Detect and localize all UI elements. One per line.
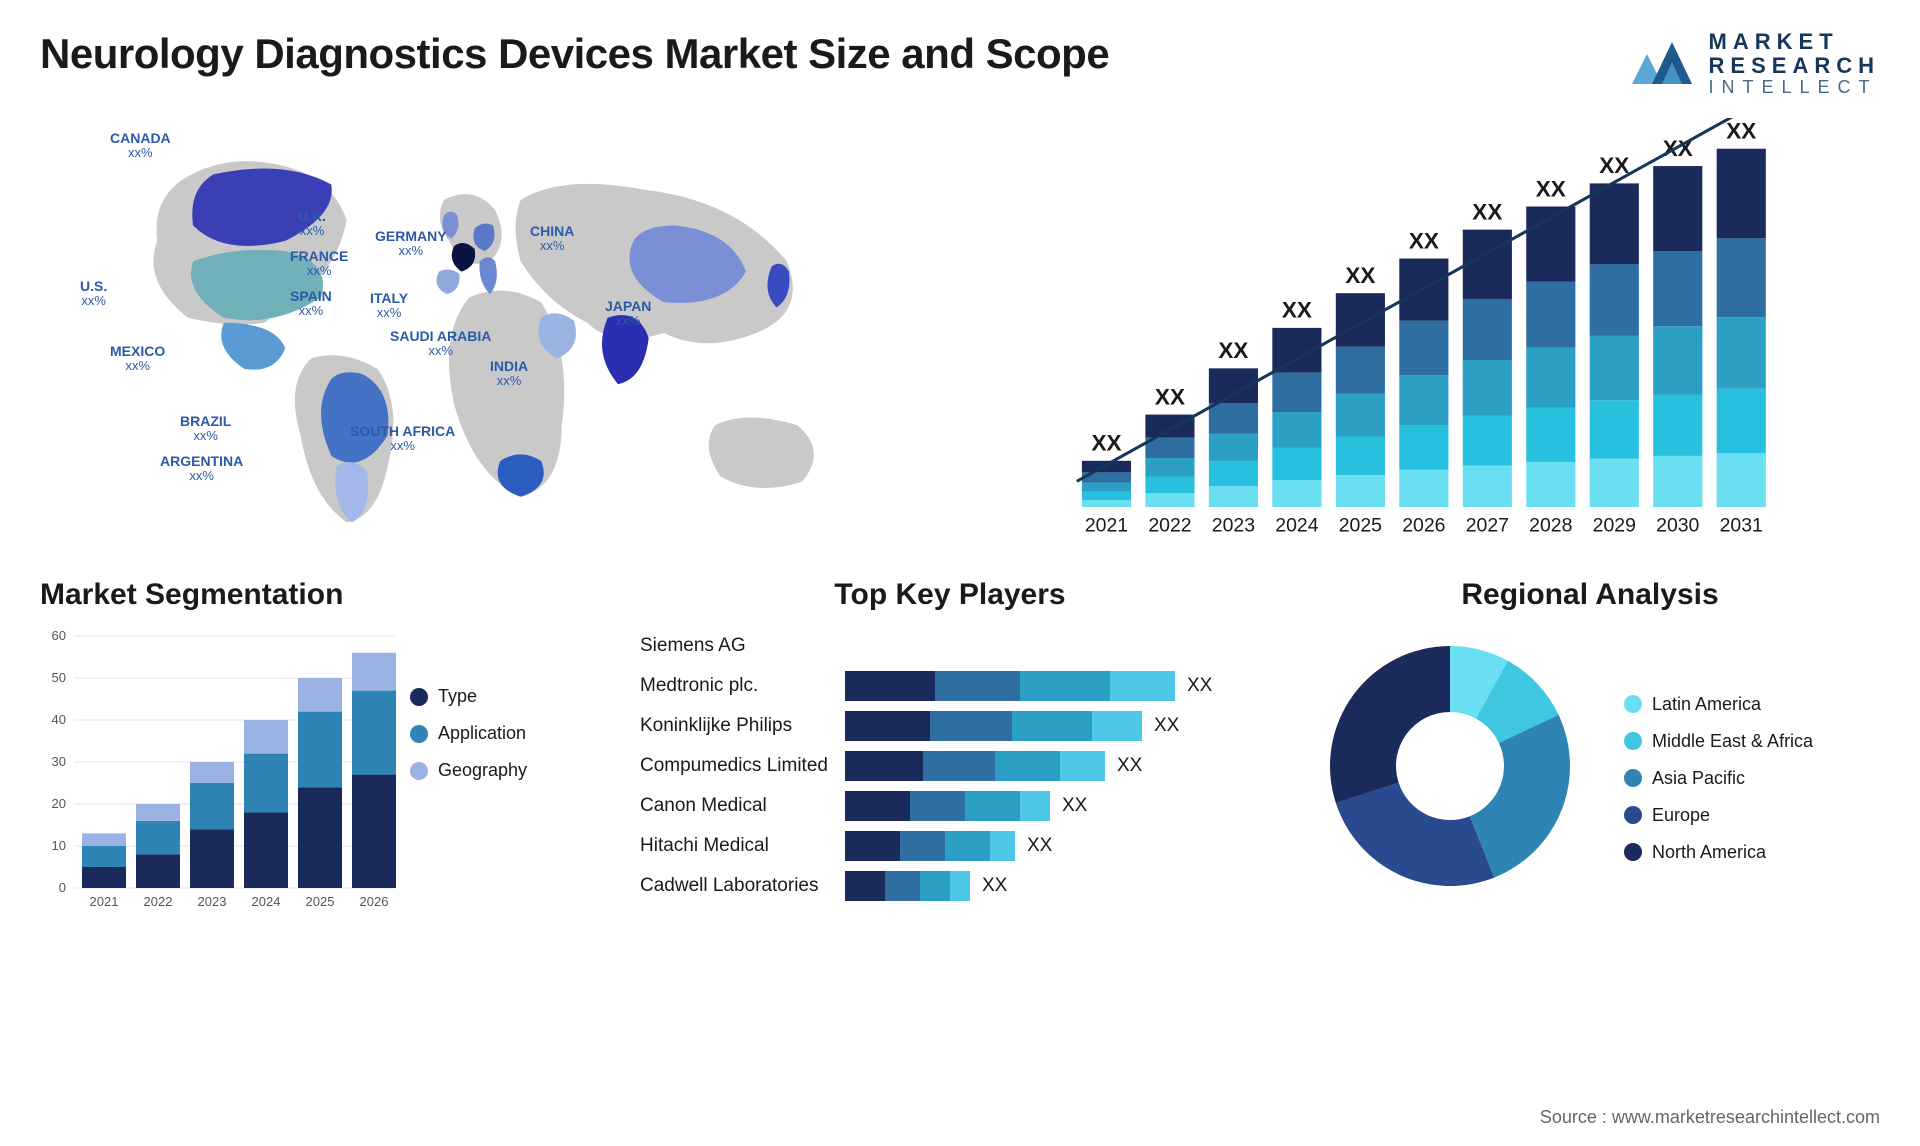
logo-line2: RESEARCH: [1709, 54, 1880, 78]
player-name: Canon Medical: [640, 795, 845, 817]
map-label-u-s-: U.S.xx%: [80, 278, 107, 309]
player-row: Medtronic plc. XX: [640, 666, 1260, 706]
svg-text:10: 10: [52, 838, 66, 853]
regional-legend-item: Latin America: [1624, 694, 1813, 715]
svg-text:XX: XX: [1726, 119, 1756, 144]
donut-svg: [1310, 626, 1590, 906]
svg-text:2026: 2026: [1402, 515, 1445, 537]
growth-chart-svg: XX 2021 XX 2022 XX 2023 XX 2024 XX 2025 XX 2026 XX 20…: [980, 118, 1880, 548]
svg-text:2021: 2021: [1085, 515, 1128, 537]
regional-legend: Latin America Middle East & Africa Asia Pa…: [1600, 654, 1813, 879]
svg-text:0: 0: [59, 880, 66, 895]
regional-legend-item: Asia Pacific: [1624, 768, 1813, 789]
svg-text:2030: 2030: [1656, 515, 1699, 537]
player-name: Medtronic plc.: [640, 675, 845, 697]
map-label-spain: SPAINxx%: [290, 288, 332, 319]
svg-text:2024: 2024: [1275, 515, 1318, 537]
svg-text:2027: 2027: [1466, 515, 1509, 537]
svg-text:2025: 2025: [1339, 515, 1382, 537]
map-label-saudi-arabia: SAUDI ARABIAxx%: [390, 328, 491, 359]
svg-text:2022: 2022: [1148, 515, 1191, 537]
svg-text:2022: 2022: [144, 894, 173, 909]
player-name: Cadwell Laboratories: [640, 875, 845, 897]
svg-text:XX: XX: [1218, 338, 1248, 363]
svg-text:XX: XX: [1472, 200, 1502, 225]
player-row: Koninklijke Philips XX: [640, 706, 1260, 746]
segmentation-chart-svg: 0 10 20 30 40 50 60 2021 2022 2023 2024 2025 2026: [40, 626, 400, 916]
map-label-mexico: MEXICOxx%: [110, 343, 165, 374]
seg-legend-type: Type: [410, 686, 527, 707]
regional-legend-item: Europe: [1624, 805, 1813, 826]
map-label-italy: ITALYxx%: [370, 290, 408, 321]
player-name: Koninklijke Philips: [640, 715, 845, 737]
svg-text:XX: XX: [1599, 153, 1629, 178]
svg-text:XX: XX: [1409, 228, 1439, 253]
logo-line1: MARKET: [1709, 30, 1880, 54]
svg-text:2031: 2031: [1720, 515, 1763, 537]
svg-text:XX: XX: [1536, 176, 1566, 201]
player-row: Hitachi Medical XX: [640, 826, 1260, 866]
svg-text:2021: 2021: [90, 894, 119, 909]
map-label-argentina: ARGENTINAxx%: [160, 453, 243, 484]
player-value: XX: [1154, 715, 1179, 737]
map-label-south-africa: SOUTH AFRICAxx%: [350, 423, 455, 454]
player-value: XX: [1062, 795, 1087, 817]
svg-text:XX: XX: [1091, 431, 1121, 456]
regional-donut: [1300, 626, 1600, 906]
map-label-china: CHINAxx%: [530, 223, 574, 254]
svg-text:2025: 2025: [306, 894, 335, 909]
svg-text:XX: XX: [1282, 298, 1312, 323]
svg-text:30: 30: [52, 754, 66, 769]
logo-line3: INTELLECT: [1709, 78, 1880, 98]
regional-legend-item: North America: [1624, 842, 1813, 863]
player-value: XX: [1187, 675, 1212, 697]
svg-text:2029: 2029: [1593, 515, 1636, 537]
source-attribution: Source : www.marketresearchintellect.com: [1540, 1107, 1880, 1128]
page-title: Neurology Diagnostics Devices Market Siz…: [40, 30, 1109, 78]
world-map: CANADAxx% U.S.xx% MEXICOxx% BRAZILxx% ARGENT…: [40, 118, 940, 548]
map-label-canada: CANADAxx%: [110, 130, 171, 161]
svg-text:2024: 2024: [252, 894, 281, 909]
players-list: Siemens AGMedtronic plc.XXKoninklijke Ph…: [640, 626, 1260, 906]
segmentation-chart: 0 10 20 30 40 50 60 2021 2022 2023 2024 2025 2026: [40, 626, 400, 921]
map-label-france: FRANCExx%: [290, 248, 348, 279]
svg-text:2026: 2026: [360, 894, 389, 909]
svg-text:2023: 2023: [198, 894, 227, 909]
map-label-japan: JAPANxx%: [605, 298, 651, 329]
segmentation-title: Market Segmentation: [40, 578, 600, 612]
players-title: Top Key Players: [640, 578, 1260, 612]
svg-text:60: 60: [52, 628, 66, 643]
seg-legend-geography: Geography: [410, 760, 527, 781]
map-label-u-k-: U.K.xx%: [298, 208, 326, 239]
svg-text:20: 20: [52, 796, 66, 811]
map-label-brazil: BRAZILxx%: [180, 413, 231, 444]
player-value: XX: [1027, 835, 1052, 857]
growth-bar-chart: XX 2021 XX 2022 XX 2023 XX 2024 XX 2025 XX 2026 XX 20…: [980, 118, 1880, 548]
player-row: Compumedics Limited XX: [640, 746, 1260, 786]
player-name: Hitachi Medical: [640, 835, 845, 857]
svg-text:XX: XX: [1155, 385, 1185, 410]
player-name: Siemens AG: [640, 635, 845, 657]
map-label-india: INDIAxx%: [490, 358, 528, 389]
map-label-germany: GERMANYxx%: [375, 228, 447, 259]
brand-logo: MARKET RESEARCH INTELLECT: [1627, 30, 1880, 98]
player-row: Canon Medical XX: [640, 786, 1260, 826]
player-value: XX: [1117, 755, 1142, 777]
logo-icon: [1627, 34, 1697, 94]
svg-text:50: 50: [52, 670, 66, 685]
regional-title: Regional Analysis: [1300, 578, 1880, 612]
svg-text:2023: 2023: [1212, 515, 1255, 537]
player-row: Cadwell Laboratories XX: [640, 866, 1260, 906]
player-row: Siemens AG: [640, 626, 1260, 666]
player-value: XX: [982, 875, 1007, 897]
segmentation-legend: Type Application Geography: [400, 626, 527, 921]
svg-text:2028: 2028: [1529, 515, 1572, 537]
player-name: Compumedics Limited: [640, 755, 845, 777]
svg-text:40: 40: [52, 712, 66, 727]
seg-legend-application: Application: [410, 723, 527, 744]
regional-legend-item: Middle East & Africa: [1624, 731, 1813, 752]
svg-text:XX: XX: [1345, 263, 1375, 288]
